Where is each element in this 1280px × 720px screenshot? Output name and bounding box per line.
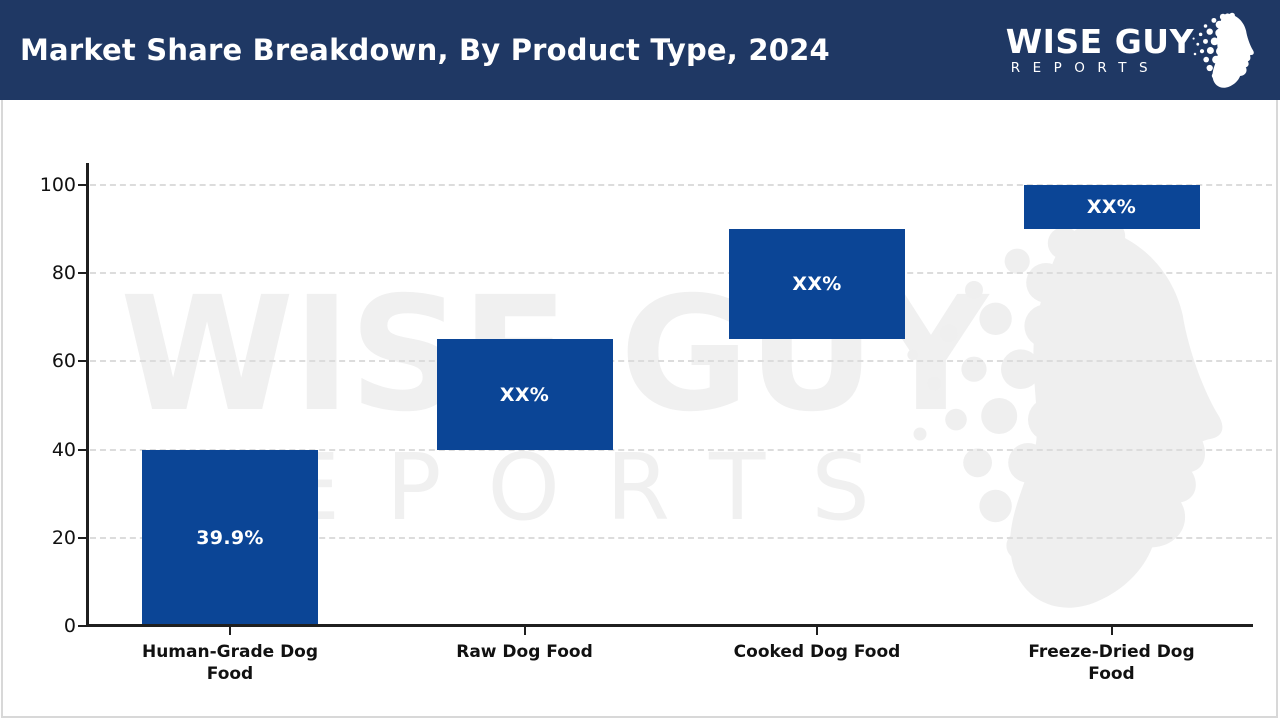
x-tick-mark	[523, 627, 526, 635]
gridline	[90, 272, 1272, 275]
logo-wordmark: WISE GUY	[1005, 21, 1194, 61]
x-axis-line	[86, 624, 1253, 627]
bar-value-label: XX%	[792, 273, 842, 296]
bar-value-label: XX%	[1086, 196, 1137, 219]
x-category-label: Raw Dog Food	[456, 642, 593, 662]
bar-value-label: XX%	[499, 383, 550, 406]
x-tick-mark	[229, 627, 231, 635]
y-tick-mark	[78, 360, 87, 363]
logo-text: WISE GUY REPORTS	[1006, 25, 1194, 76]
bar-value-label: 39.9%	[196, 527, 264, 549]
wise-guy-logo: WISE GUY REPORTS	[1006, 12, 1258, 89]
bar-freeze-dried-dog-food: XX%	[1023, 185, 1200, 230]
gridline	[90, 184, 1272, 186]
bar-cooked-dog-food: XX%	[729, 229, 905, 340]
y-tick-label: 60	[51, 350, 76, 373]
x-tick-mark	[816, 627, 818, 635]
bar-raw-dog-food: XX%	[436, 339, 613, 451]
gridline	[90, 536, 1272, 539]
x-category-label: Human-Grade Dog Food	[141, 642, 319, 685]
chart-title: Market Share Breakdown, By Product Type,…	[20, 33, 830, 67]
y-tick-label: 40	[51, 438, 76, 461]
x-tick-mark	[1110, 627, 1113, 635]
y-tick-mark	[78, 184, 87, 186]
bar-human-grade-dog-food: 39.9%	[142, 450, 318, 626]
dotted-head-icon	[1192, 12, 1254, 88]
gridline	[90, 360, 1272, 363]
header-bar: Market Share Breakdown, By Product Type,…	[0, 0, 1280, 100]
y-tick-mark	[78, 625, 87, 627]
x-category-label: Cooked Dog Food	[733, 642, 901, 662]
y-tick-mark	[78, 272, 87, 275]
y-tick-mark	[78, 536, 87, 539]
logo-subtitle: REPORTS	[1010, 59, 1161, 76]
y-tick-label: 0	[63, 615, 76, 637]
watermark-head-icon	[907, 221, 1223, 608]
y-axis-line	[86, 163, 89, 627]
y-tick-label: 80	[51, 262, 76, 285]
gridline	[90, 448, 1272, 451]
y-tick-mark	[78, 448, 87, 451]
y-tick-label: 20	[51, 526, 76, 549]
x-category-label: Freeze-Dried Dog Food	[1028, 642, 1195, 685]
y-tick-label: 100	[39, 174, 76, 196]
